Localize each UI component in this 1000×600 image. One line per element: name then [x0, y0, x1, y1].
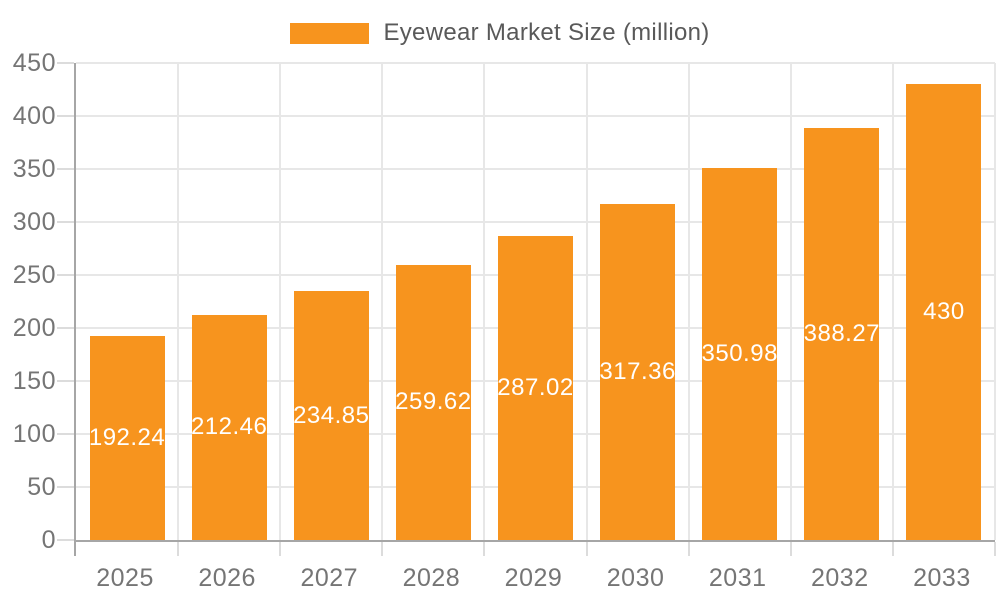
legend-swatch	[290, 22, 370, 44]
bar-2026: 212.46	[190, 314, 268, 540]
bar-2029: 287.02	[497, 235, 574, 540]
bar-value-label: 388.27	[803, 320, 881, 348]
bar-value-label: 350.98	[701, 339, 778, 367]
y-axis-tick	[57, 327, 74, 329]
x-axis-tick	[483, 542, 486, 556]
y-axis-tick-label: 250	[12, 261, 56, 289]
bar-value-label: 192.24	[88, 424, 166, 452]
y-axis-tick-label: 350	[12, 155, 56, 183]
bar-2031: 350.98	[701, 167, 778, 540]
x-axis-tick	[687, 542, 690, 556]
y-axis-tick-label: 0	[41, 526, 56, 554]
y-axis-tick-label: 100	[12, 420, 56, 448]
gridline-vertical	[177, 63, 180, 540]
gridline-horizontal	[76, 221, 995, 223]
x-axis-category-label: 2029	[504, 564, 563, 592]
bar-value-label: 430	[923, 298, 965, 326]
y-axis-tick-label: 150	[12, 367, 56, 395]
y-axis-labels: 0 50 100 150 200 250 300 350 400 450	[0, 0, 56, 600]
x-axis-category-label: 2033	[913, 564, 971, 592]
gridline-horizontal	[76, 62, 995, 64]
x-axis-tick	[279, 542, 282, 556]
legend: Eyewear Market Size (million)	[0, 19, 1000, 47]
bar-2032: 388.27	[803, 128, 881, 540]
x-axis-category-label: 2026	[198, 564, 256, 592]
bar-value-label: 212.46	[190, 413, 268, 441]
y-axis-tick	[57, 168, 74, 170]
bar-value-label: 317.36	[599, 357, 676, 385]
x-axis-tick	[381, 542, 384, 556]
legend-label: Eyewear Market Size (million)	[383, 19, 710, 46]
bar-value-label: 287.02	[497, 373, 574, 401]
y-axis-tick	[57, 274, 74, 276]
x-axis-category-label: 2027	[300, 564, 359, 592]
x-axis-tick	[789, 542, 792, 556]
x-axis-labels: 2025 2026 2027 2028 2029 2030 2031 2032 2033	[74, 560, 993, 596]
bar-2027: 234.85	[293, 291, 370, 540]
x-axis-tick	[177, 542, 180, 556]
bar-value-label: 234.85	[293, 401, 370, 429]
gridline-vertical	[994, 63, 996, 540]
plot-area: 192.24 212.46 234.85 259.62 287.02 317.36 350.…	[57, 62, 996, 556]
gridline-vertical	[483, 63, 486, 540]
y-axis-tick	[57, 539, 74, 541]
y-axis-tick	[57, 380, 74, 382]
x-axis-category-label: 2025	[96, 564, 154, 592]
y-axis-tick	[57, 221, 74, 223]
x-axis-category-label: 2030	[606, 564, 665, 592]
gridline-vertical	[687, 63, 690, 540]
gridline-horizontal	[76, 168, 995, 170]
gridline-vertical	[789, 63, 792, 540]
y-axis-tick-label: 400	[12, 102, 56, 130]
gridline-vertical	[585, 63, 588, 540]
y-axis-tick	[57, 115, 74, 117]
y-axis-tick-label: 300	[12, 208, 56, 236]
x-axis-tick	[585, 542, 588, 556]
bar-2025: 192.24	[88, 336, 166, 540]
bar-value-label: 259.62	[395, 388, 472, 416]
gridline-horizontal	[76, 115, 995, 117]
y-axis-tick	[57, 433, 74, 435]
x-axis-category-label: 2028	[402, 564, 461, 592]
y-axis-foot	[74, 540, 76, 556]
bar-2030: 317.36	[599, 203, 676, 540]
bar-2028: 259.62	[395, 264, 472, 540]
x-axis-category-label: 2032	[811, 564, 869, 592]
y-axis-tick-label: 50	[27, 473, 56, 501]
gridline-vertical	[891, 63, 894, 540]
y-axis-tick-label: 450	[12, 49, 56, 77]
gridline-vertical	[279, 63, 282, 540]
bar-2033: 430	[906, 84, 982, 540]
y-axis-tick	[57, 62, 74, 64]
x-axis-category-label: 2031	[708, 564, 767, 592]
y-axis-tick-label: 200	[12, 314, 56, 342]
gridline-vertical	[381, 63, 384, 540]
x-axis-tick	[994, 542, 996, 556]
x-axis-tick	[891, 542, 894, 556]
y-axis-tick	[57, 486, 74, 488]
